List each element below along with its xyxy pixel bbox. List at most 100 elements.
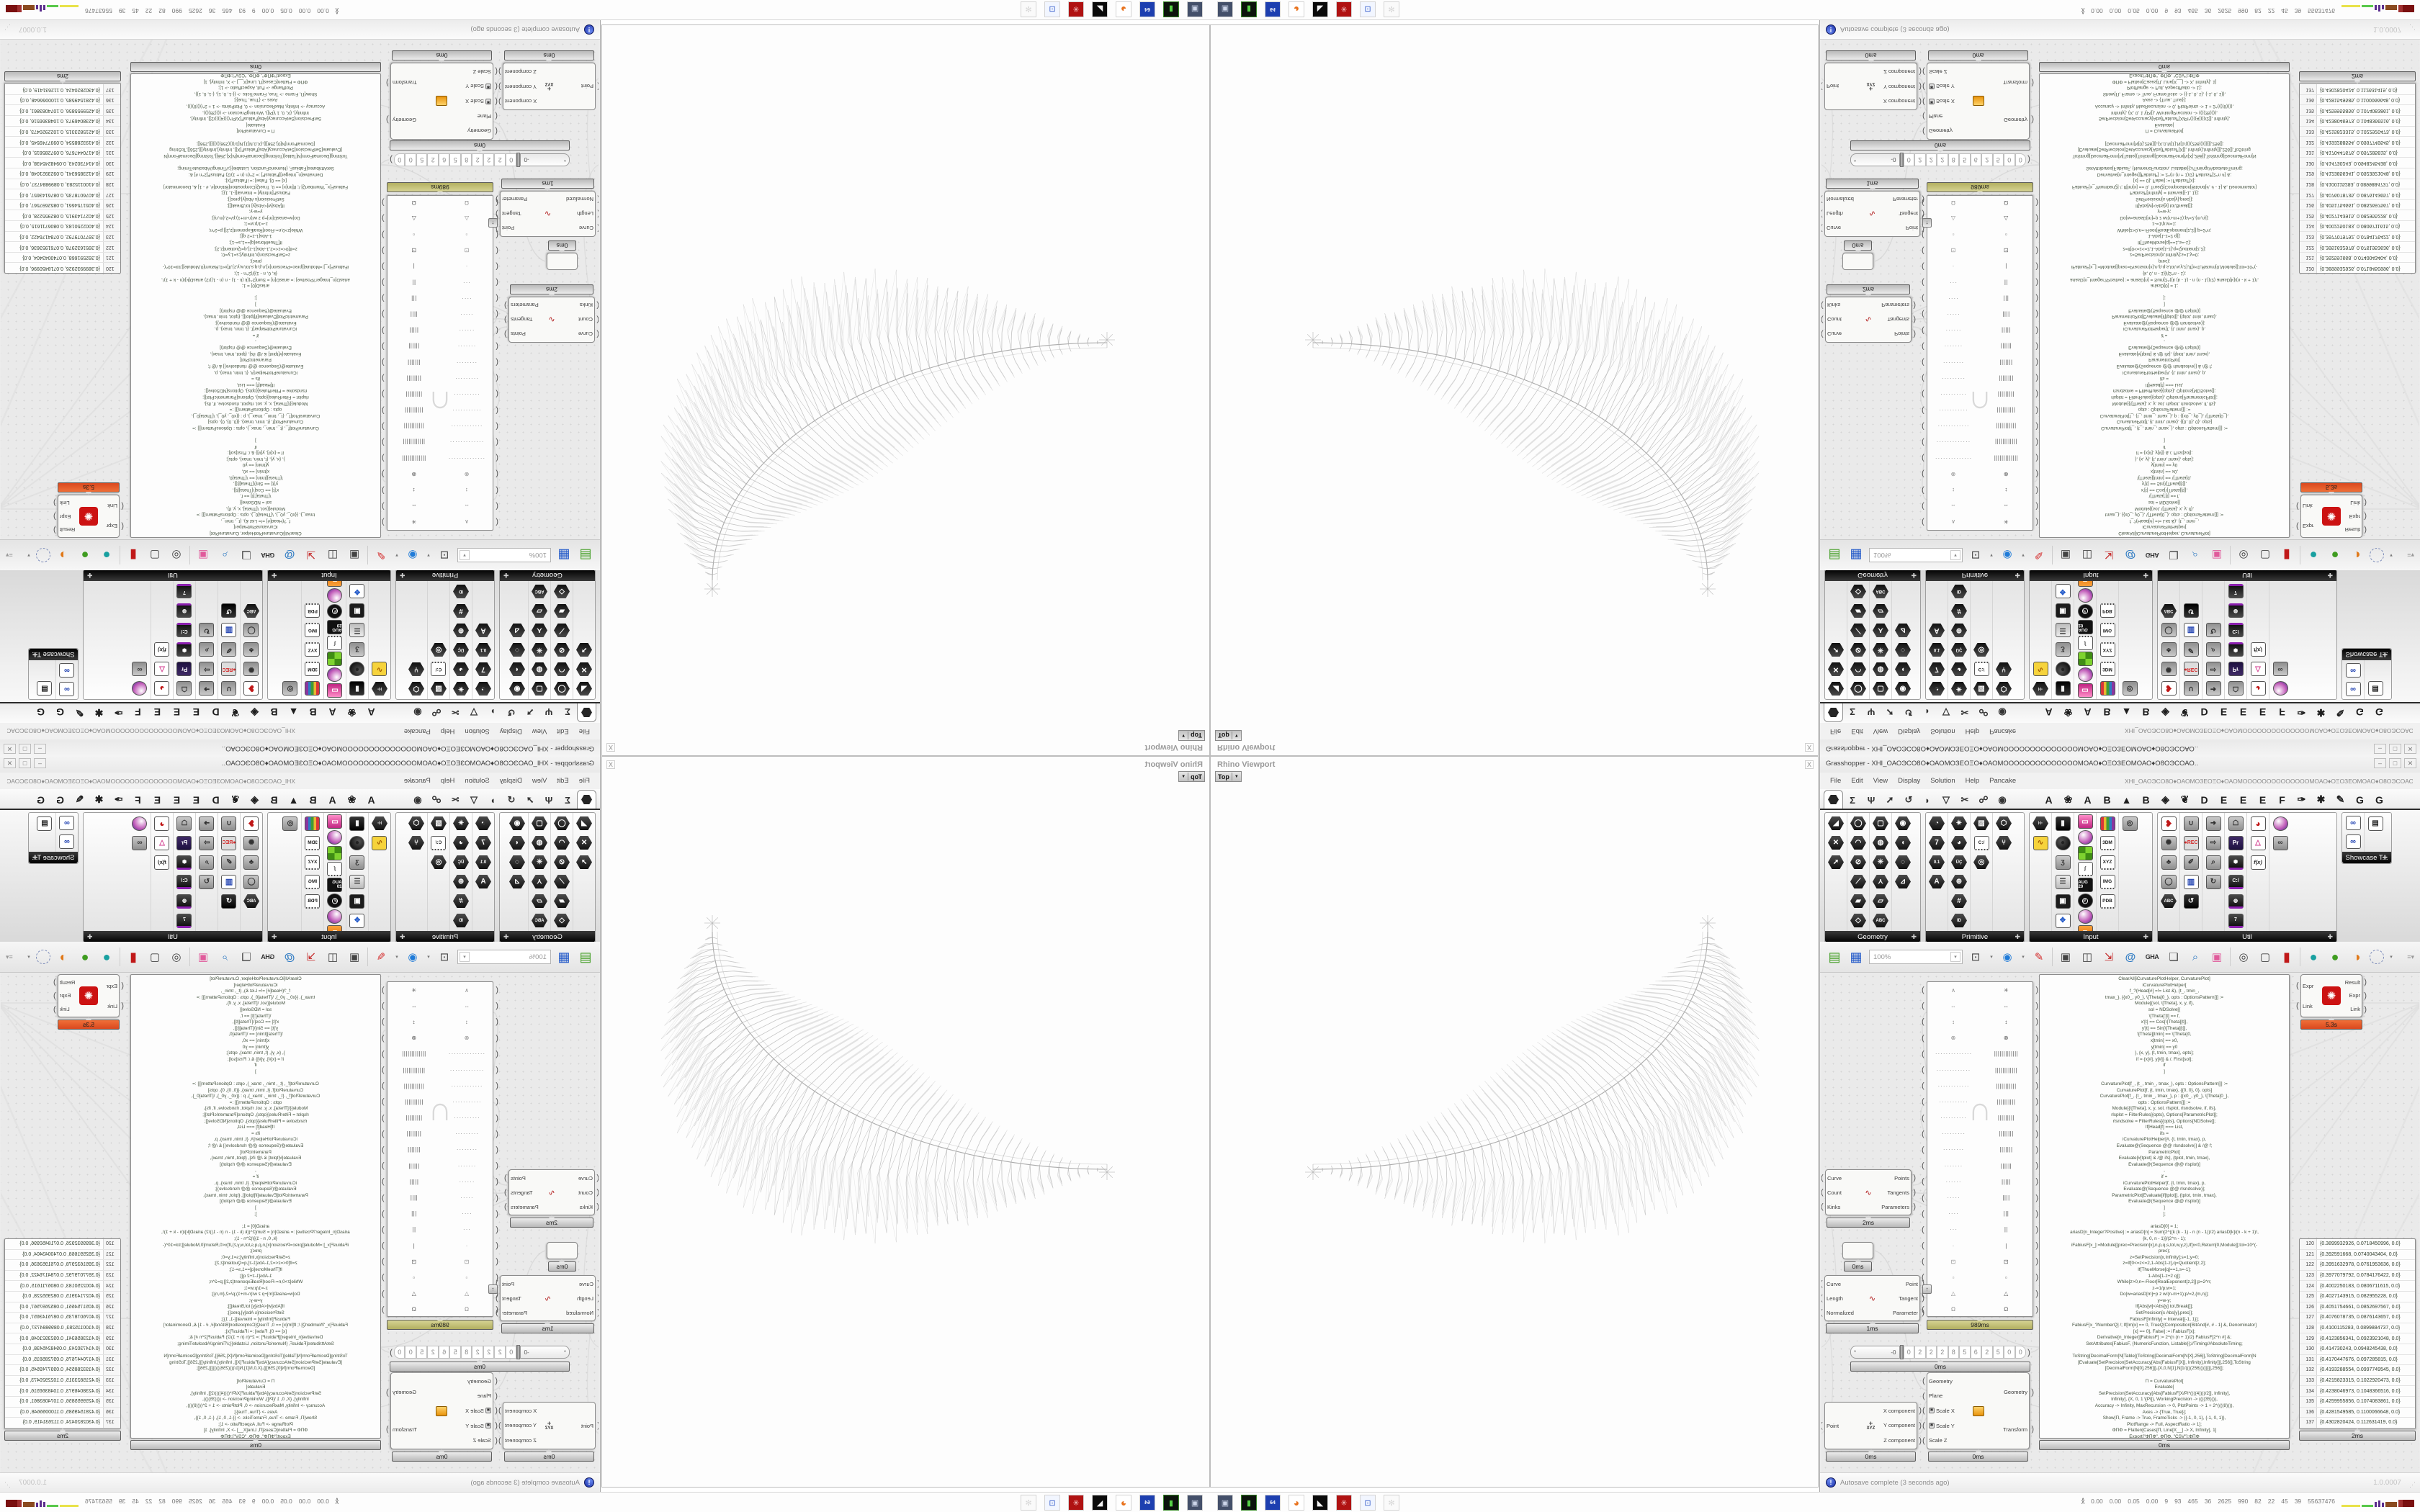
- expression-toggle-icon[interactable]: ✱: [485, 1423, 491, 1429]
- fx-icon[interactable]: f(x): [153, 641, 171, 659]
- ball-icon[interactable]: ◎: [1972, 641, 1991, 659]
- tab-plugin-14[interactable]: ✑: [2297, 793, 2306, 805]
- emulator-icon[interactable]: ▮: [1241, 1, 1257, 17]
- slider-bank-row[interactable]: (·········· |||||||||): [382, 390, 498, 399]
- slider-grip-icon[interactable]: *: [1854, 1349, 1857, 1356]
- disc-icon[interactable]: ⊘: [552, 853, 571, 871]
- toolbar-overflow-icon[interactable]: ≡▾: [2407, 953, 2414, 960]
- tag-path-icon[interactable]: C:/: [175, 873, 194, 891]
- disc-stack-button[interactable]: ◎: [2238, 549, 2249, 561]
- grasshopper-canvas[interactable]: (Curve (Count (Kinks ∿ Points) Tangents) Param…: [1821, 973, 2419, 1472]
- diamond-icon[interactable]: ◇: [552, 912, 571, 930]
- slider-bank-row[interactable]: (Ω Ω): [1922, 198, 2038, 207]
- slider-bank-row[interactable]: (········· ||||||||): [382, 374, 498, 383]
- tab-plugin-3[interactable]: A: [2084, 794, 2092, 806]
- time-icon[interactable]: ◕: [452, 834, 470, 852]
- tag-hex-icon[interactable]: ⬢: [175, 641, 194, 659]
- jar-icon[interactable]: ☖: [175, 680, 194, 698]
- tag-spiral-icon[interactable]: ◍: [2226, 602, 2245, 620]
- color-wheel-icon[interactable]: ✸: [2076, 909, 2094, 924]
- open-file-button[interactable]: ▤: [1828, 548, 1841, 563]
- sketch-pen-button[interactable]: ✎: [376, 549, 386, 561]
- panel-icon[interactable]: ▣: [2053, 892, 2072, 910]
- toggle-icon[interactable]: ▮: [348, 680, 367, 698]
- sketch-pen-button[interactable]: ✎: [2034, 549, 2044, 561]
- glasses-blue-icon[interactable]: ∞: [58, 814, 76, 832]
- bake-teal-button[interactable]: ●: [2309, 949, 2318, 964]
- blue-window-icon[interactable]: ⊡: [1360, 1495, 1376, 1511]
- csv-data-panel[interactable]: 120 {0.3899932926, 0.0718450996, 0.0} 121{…: [4, 83, 121, 274]
- palette-expand-icon[interactable]: ✚: [2015, 932, 2020, 940]
- hatch-icon[interactable]: ▨: [429, 814, 448, 832]
- firefox-icon[interactable]: ◕: [1116, 1, 1131, 17]
- atom-target-icon[interactable]: ◎: [2120, 814, 2139, 832]
- palette-expand-icon[interactable]: ✚: [87, 572, 93, 580]
- filepath-icon[interactable]: C:/: [1972, 660, 1991, 678]
- glasses-blue-icon[interactable]: ∞: [2344, 814, 2362, 832]
- three-point-icon[interactable]: ⋏: [1871, 873, 1890, 891]
- tab-plugin-1[interactable]: A: [2045, 706, 2053, 718]
- slider-bank-row[interactable]: (△△): [1922, 1289, 2038, 1298]
- input-port-scale-z[interactable]: (Scale Z: [1922, 67, 1948, 76]
- slider-bank-row[interactable]: (⇔ ⇔): [1922, 501, 2038, 510]
- expression-toggle-icon[interactable]: ✱: [1929, 1423, 1935, 1429]
- viewport-projection-button[interactable]: Top ▼: [1215, 771, 1242, 782]
- graph-mapper-icon[interactable]: ∫: [2076, 862, 2094, 876]
- expression-toggle-icon[interactable]: ✱: [1929, 1408, 1935, 1414]
- firefox-icon[interactable]: ◕: [1116, 1495, 1131, 1511]
- tree-icon[interactable]: ♣: [242, 853, 261, 871]
- menu-item-pancake[interactable]: Pancake: [1989, 727, 2017, 735]
- tag-hex-icon[interactable]: ⬢: [2226, 641, 2245, 659]
- minimize-button[interactable]: –: [34, 744, 46, 754]
- output-port-expr[interactable]: Expr): [2349, 991, 2367, 1000]
- hex-cell-icon[interactable]: ⬡: [407, 680, 426, 698]
- output-port-parameter[interactable]: Parameter): [1892, 195, 1924, 204]
- slider-bank-row[interactable]: (··········· ||||||||||): [1922, 1097, 2038, 1107]
- color-checker-icon[interactable]: ▦: [2076, 652, 2094, 666]
- tab-plugin-8[interactable]: ❦: [2180, 707, 2190, 719]
- scroll-up-button[interactable]: ↑: [488, 218, 498, 228]
- slider-bank-row[interactable]: (⊡ ⊡): [382, 1257, 498, 1266]
- hash-icon[interactable]: #: [1950, 602, 1968, 620]
- tab-params[interactable]: [1824, 790, 1843, 809]
- menu-item-display[interactable]: Display: [499, 777, 522, 785]
- output-port-tangents[interactable]: Tangents): [504, 1188, 533, 1197]
- expression-toggle-icon[interactable]: ✱: [485, 98, 491, 104]
- graph-mapper-icon[interactable]: ∫: [2076, 636, 2094, 650]
- listbox-icon[interactable]: ☰: [348, 621, 367, 639]
- graffiti-icon[interactable]: ʒ: [2053, 853, 2072, 871]
- slider-bank-row[interactable]: (⊡ ⊡): [1922, 1257, 2038, 1266]
- zoom-dropdown[interactable]: ▾: [1990, 955, 1993, 960]
- tab-intersect[interactable]: ✂: [1960, 794, 1969, 805]
- input-port-normalized[interactable]: (Normalized: [566, 195, 599, 204]
- minimize-button[interactable]: –: [34, 758, 46, 768]
- output-port-point[interactable]: Point): [496, 1279, 515, 1288]
- premiere-icon[interactable]: Pr: [2226, 834, 2245, 852]
- palette-icon[interactable]: ◒: [130, 814, 149, 832]
- panel-icon[interactable]: ▣: [2053, 602, 2072, 620]
- vector-arrow-icon[interactable]: ➚: [1827, 641, 1845, 659]
- slider-bank-row[interactable]: (········ |||||||): [1922, 1145, 2038, 1154]
- slider-bank-row[interactable]: (···· |||): [382, 1209, 498, 1218]
- maximize-button[interactable]: □: [2389, 758, 2401, 768]
- presentation-board-icon[interactable]: ▤: [2366, 814, 2385, 832]
- input-port-plane[interactable]: (Plane: [477, 1391, 498, 1400]
- node-deconstruct-point[interactable]: (Point ✛XYZ X component) Y component) Z comp…: [1821, 63, 1922, 110]
- cherry-picker-icon[interactable]: ❥: [242, 814, 261, 832]
- clock-icon[interactable]: ◴: [326, 604, 344, 618]
- plane-icon[interactable]: ▰: [1849, 602, 1868, 620]
- color-checker-icon[interactable]: ▦: [2076, 846, 2094, 860]
- ball-icon[interactable]: ◎: [429, 853, 448, 871]
- guid-icon[interactable]: ID: [452, 582, 470, 600]
- filepath-icon[interactable]: C:/: [429, 834, 448, 852]
- tag-seven-icon[interactable]: 7: [175, 582, 194, 600]
- output-port-y-component[interactable]: Y component): [1883, 1421, 1922, 1430]
- timer-icon[interactable]: ↺: [220, 892, 238, 910]
- palette-expand-icon[interactable]: ✚: [2143, 572, 2148, 580]
- zipper-icon[interactable]: ▥: [220, 873, 238, 891]
- patch-icon[interactable]: ⊿: [1894, 621, 1912, 639]
- ruler-icon[interactable]: ⊦⊦: [370, 814, 389, 832]
- menu-item-pancake[interactable]: Pancake: [403, 727, 431, 735]
- gradient-ball-icon[interactable]: ◉: [326, 667, 344, 682]
- color-checker-icon[interactable]: ▦: [326, 652, 344, 666]
